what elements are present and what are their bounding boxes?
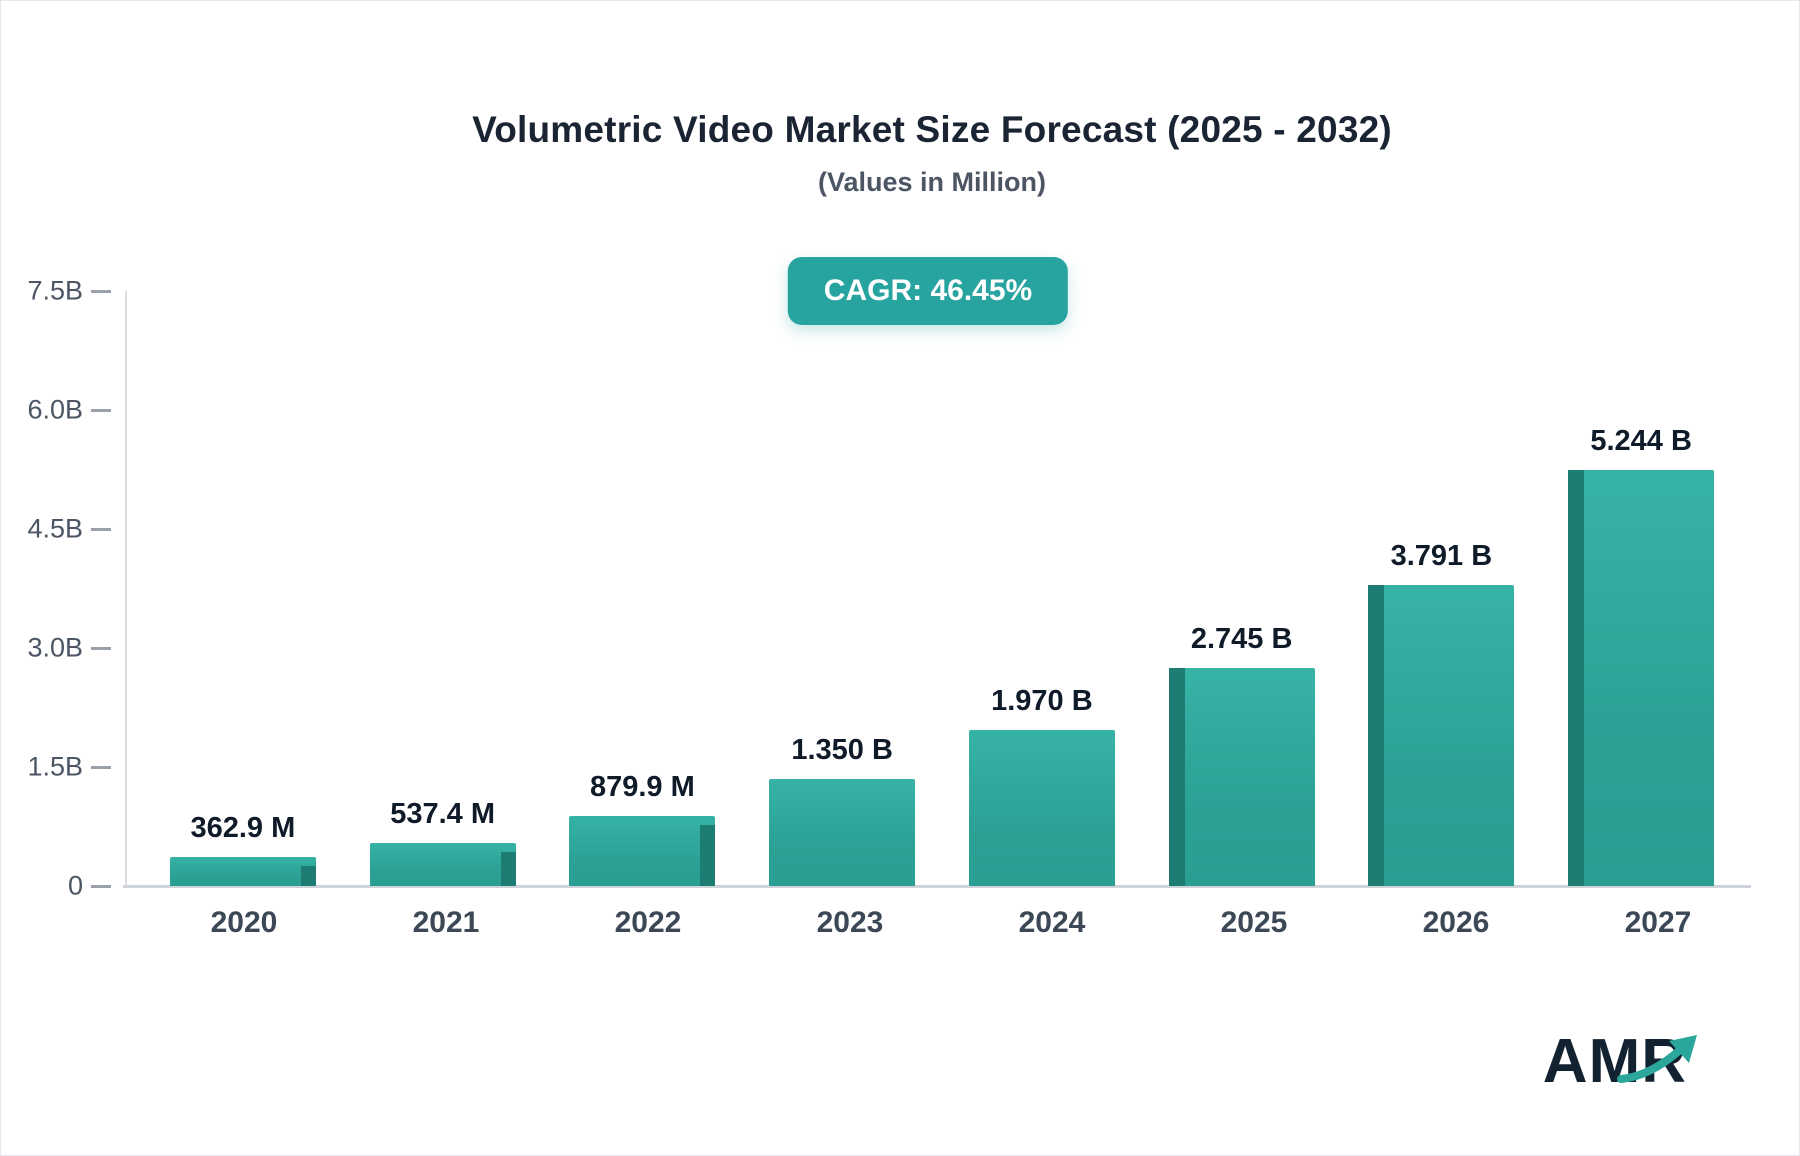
chart-subtitle: (Values in Million) [817, 167, 1047, 197]
y-tick-mark [91, 290, 111, 293]
bar-column: 879.9 M [543, 291, 743, 886]
amr-logo: AMR [1543, 1026, 1697, 1097]
x-axis-label: 2026 [1422, 906, 1490, 939]
bar-column: 5.244 B [1541, 291, 1741, 887]
bar-value-label: 1.350 B [791, 733, 893, 766]
y-tick-mark [91, 647, 111, 650]
x-axis-label: 2027 [1624, 906, 1692, 939]
bars: 362.9 M 537.4 M 879.9 M 1.350 B 1.970 B 2.745… [143, 291, 1741, 887]
bar-value-label: 1.970 B [991, 684, 1093, 717]
trend-up-arrow-icon [1617, 1035, 1697, 1083]
bar [769, 778, 916, 886]
bar-column: 1.350 B [742, 291, 942, 886]
plot-area: 0 1.5B 3.0B 4.5B 6.0B 7.5B 362.9 M 537.4 M 879.… [27, 276, 1751, 901]
y-axis-line [125, 291, 127, 886]
x-axis-label: 2021 [412, 906, 480, 939]
bar-value-label: 362.9 M [190, 812, 296, 845]
y-tick-label: 1.5B [27, 751, 83, 782]
x-axis-labels: 2020 2021 2022 2023 2024 2025 2026 2027 [143, 906, 1759, 940]
bar [569, 816, 716, 886]
bar-value-label: 3.791 B [1390, 540, 1493, 573]
x-axis-label: 2022 [614, 906, 682, 939]
y-tick-label: 4.5B [27, 513, 83, 544]
bar-column: 2.745 B [1142, 291, 1342, 886]
bar [1368, 585, 1515, 886]
bar-column: 537.4 M [343, 291, 543, 886]
bar-value-label: 537.4 M [390, 798, 496, 831]
chart-title: Volumetric Video Market Size Forecast (2… [472, 109, 1392, 150]
x-axis-baseline [123, 885, 1751, 888]
y-tick-mark [91, 885, 111, 888]
bar [1568, 469, 1715, 887]
bar-value-label: 879.9 M [589, 771, 695, 804]
bar [369, 843, 516, 886]
y-tick-label: 0 [67, 870, 83, 901]
x-axis-label: 2025 [1220, 906, 1288, 939]
bar [1168, 668, 1315, 886]
bar [968, 729, 1115, 886]
bar-value-label: 2.745 B [1190, 623, 1293, 656]
bar-value-label: 5.244 B [1590, 424, 1692, 457]
x-axis-label: 2024 [1018, 906, 1086, 939]
x-axis-label: 2020 [210, 906, 278, 939]
x-axis-label: 2023 [816, 906, 884, 939]
y-tick-label: 6.0B [27, 394, 83, 425]
y-tick-mark [91, 409, 111, 412]
y-tick-mark [91, 766, 111, 769]
y-tick-label: 3.0B [27, 632, 83, 663]
bar-column: 3.791 B [1342, 291, 1542, 886]
bar-column: 1.970 B [942, 291, 1142, 886]
bar-column: 362.9 M [143, 291, 343, 886]
y-tick-label: 7.5B [27, 275, 83, 306]
bar [169, 857, 316, 886]
y-tick-mark [91, 528, 111, 531]
cagr-badge: CAGR: 46.45% [787, 257, 1069, 325]
chart-header: Volumetric Video Market Size Forecast (2… [125, 109, 1739, 198]
